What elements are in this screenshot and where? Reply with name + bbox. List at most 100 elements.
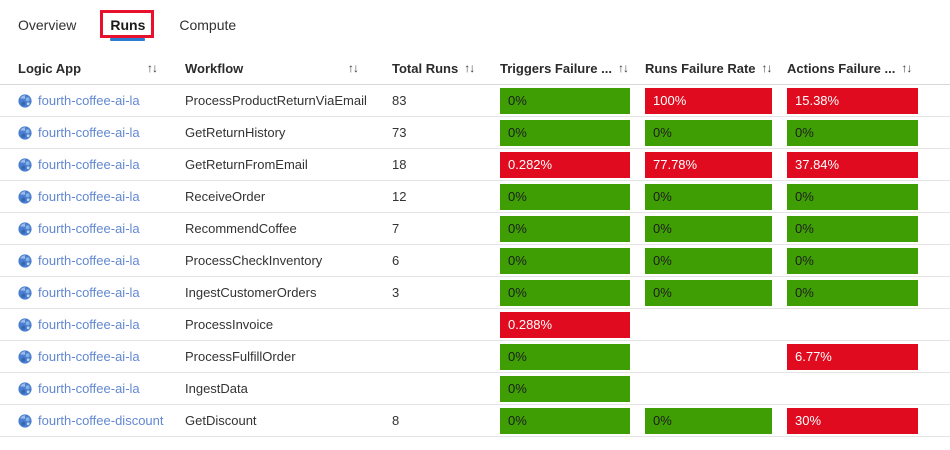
sort-arrows-icon[interactable]: ↑↓ [464, 61, 475, 75]
logic-app-cell: fourth-coffee-ai-la [0, 157, 185, 172]
table-row[interactable]: fourth-coffee-ai-la ProcessFulfillOrder … [0, 341, 950, 373]
workflow-cell: IngestData [185, 381, 248, 396]
column-header-actions-failure[interactable]: Actions Failure ... ↑↓ [787, 61, 950, 76]
column-header-logic-app[interactable]: Logic App ↑↓ [0, 61, 185, 76]
tab-overview[interactable]: Overview [18, 17, 77, 33]
column-label: Triggers Failure ... [500, 60, 612, 76]
logic-app-cell: fourth-coffee-ai-la [0, 189, 185, 204]
total-runs-cell: 12 [392, 189, 407, 204]
runs-failure-cell: 77.78% [645, 151, 787, 178]
total-runs-cell: 18 [392, 157, 407, 172]
logic-app-cell: fourth-coffee-ai-la [0, 253, 185, 268]
logic-app-link[interactable]: fourth-coffee-ai-la [38, 125, 140, 140]
table-row[interactable]: fourth-coffee-ai-la IngestData 0% [0, 373, 950, 405]
column-label: Actions Failure ... [787, 60, 896, 76]
rate-badge: 0% [645, 183, 772, 210]
logic-app-link[interactable]: fourth-coffee-ai-la [38, 221, 140, 236]
tab-bar: Overview Runs Compute [0, 0, 950, 44]
logic-app-cell: fourth-coffee-ai-la [0, 125, 185, 140]
runs-failure-cell: 0% [645, 119, 787, 146]
triggers-failure-cell: 0.282% [500, 151, 645, 178]
actions-failure-cell: 15.38% [787, 87, 950, 114]
rate-badge: 37.84% [787, 151, 918, 178]
tab-compute[interactable]: Compute [179, 17, 237, 33]
workflow-cell: GetReturnFromEmail [185, 157, 308, 172]
logic-app-icon [18, 413, 32, 428]
sort-arrows-icon[interactable]: ↑↓ [348, 61, 359, 75]
logic-app-link[interactable]: fourth-coffee-ai-la [38, 93, 140, 108]
rate-badge: 0% [787, 247, 918, 274]
logic-app-link[interactable]: fourth-coffee-ai-la [38, 189, 140, 204]
active-tab-underline [110, 38, 146, 41]
total-runs-cell: 7 [392, 221, 400, 236]
actions-failure-cell: 0% [787, 119, 950, 146]
table-row[interactable]: fourth-coffee-ai-la ProcessProductReturn… [0, 85, 950, 117]
table-row[interactable]: fourth-coffee-ai-la RecommendCoffee 7 0%… [0, 213, 950, 245]
rate-badge: 0% [500, 407, 630, 434]
logic-app-cell: fourth-coffee-ai-la [0, 349, 185, 364]
logic-app-icon [18, 349, 32, 364]
rate-badge: 0.288% [500, 311, 630, 338]
triggers-failure-cell: 0% [500, 375, 645, 402]
logic-app-link[interactable]: fourth-coffee-ai-la [38, 253, 140, 268]
table-row[interactable]: fourth-coffee-ai-la ProcessCheckInventor… [0, 245, 950, 277]
workflow-cell: ProcessInvoice [185, 317, 274, 332]
actions-failure-cell: 0% [787, 183, 950, 210]
table-row[interactable]: fourth-coffee-ai-la GetReturnFromEmail 1… [0, 149, 950, 181]
triggers-failure-cell: 0% [500, 247, 645, 274]
logic-app-link[interactable]: fourth-coffee-ai-la [38, 381, 140, 396]
column-header-total-runs[interactable]: Total Runs ↑↓ [392, 61, 500, 76]
sort-arrows-icon[interactable]: ↑↓ [147, 61, 158, 75]
logic-app-icon [18, 189, 32, 204]
logic-app-icon [18, 285, 32, 300]
logic-app-link[interactable]: fourth-coffee-ai-la [38, 157, 140, 172]
column-header-triggers-failure[interactable]: Triggers Failure ... ↑↓ [500, 61, 645, 76]
logic-app-link[interactable]: fourth-coffee-discount [38, 413, 164, 428]
rate-badge: 100% [645, 87, 772, 114]
rate-badge: 0% [500, 183, 630, 210]
triggers-failure-cell: 0% [500, 407, 645, 434]
rate-badge: 0% [645, 215, 772, 242]
rate-badge: 0% [500, 343, 630, 370]
rate-badge: 0% [645, 119, 772, 146]
sort-arrows-icon[interactable]: ↑↓ [901, 61, 912, 75]
table-row[interactable]: fourth-coffee-ai-la IngestCustomerOrders… [0, 277, 950, 309]
triggers-failure-cell: 0% [500, 279, 645, 306]
rate-badge: 15.38% [787, 87, 918, 114]
logic-app-link[interactable]: fourth-coffee-ai-la [38, 317, 140, 332]
total-runs-cell: 6 [392, 253, 400, 268]
rate-badge: 0% [787, 119, 918, 146]
workflow-cell: ReceiveOrder [185, 189, 266, 204]
table-row[interactable]: fourth-coffee-ai-la GetReturnHistory 73 … [0, 117, 950, 149]
table-row[interactable]: fourth-coffee-ai-la ReceiveOrder 12 0% 0… [0, 181, 950, 213]
workflow-cell: GetReturnHistory [185, 125, 286, 140]
rate-badge: 0% [645, 247, 772, 274]
column-label: Logic App [18, 60, 82, 76]
triggers-failure-cell: 0% [500, 215, 645, 242]
logic-app-link[interactable]: fourth-coffee-ai-la [38, 285, 140, 300]
logic-app-link[interactable]: fourth-coffee-ai-la [38, 349, 140, 364]
rate-badge: 0.282% [500, 151, 630, 178]
rate-badge: 0% [500, 247, 630, 274]
table-row[interactable]: fourth-coffee-ai-la ProcessInvoice 0.288… [0, 309, 950, 341]
rate-badge: 0% [787, 279, 918, 306]
tab-runs-label: Runs [110, 17, 146, 33]
total-runs-cell: 8 [392, 413, 400, 428]
logic-app-cell: fourth-coffee-ai-la [0, 381, 185, 396]
column-header-workflow[interactable]: Workflow ↑↓ [185, 61, 392, 76]
triggers-failure-cell: 0% [500, 343, 645, 370]
logic-app-cell: fourth-coffee-ai-la [0, 285, 185, 300]
column-header-runs-failure-rate[interactable]: Runs Failure Rate ↑↓ [645, 61, 787, 76]
rate-badge: 0% [645, 407, 772, 434]
rate-badge: 0% [787, 215, 918, 242]
logic-app-icon [18, 125, 32, 140]
rate-badge: 0% [645, 279, 772, 306]
table-body: fourth-coffee-ai-la ProcessProductReturn… [0, 85, 950, 437]
actions-failure-cell: 0% [787, 215, 950, 242]
tab-runs[interactable]: Runs [100, 10, 155, 41]
actions-failure-cell: 0% [787, 247, 950, 274]
sort-arrows-icon[interactable]: ↑↓ [617, 61, 629, 75]
table-row[interactable]: fourth-coffee-discount GetDiscount 8 0% … [0, 405, 950, 437]
runs-failure-cell: 0% [645, 215, 787, 242]
sort-arrows-icon[interactable]: ↑↓ [761, 61, 773, 75]
